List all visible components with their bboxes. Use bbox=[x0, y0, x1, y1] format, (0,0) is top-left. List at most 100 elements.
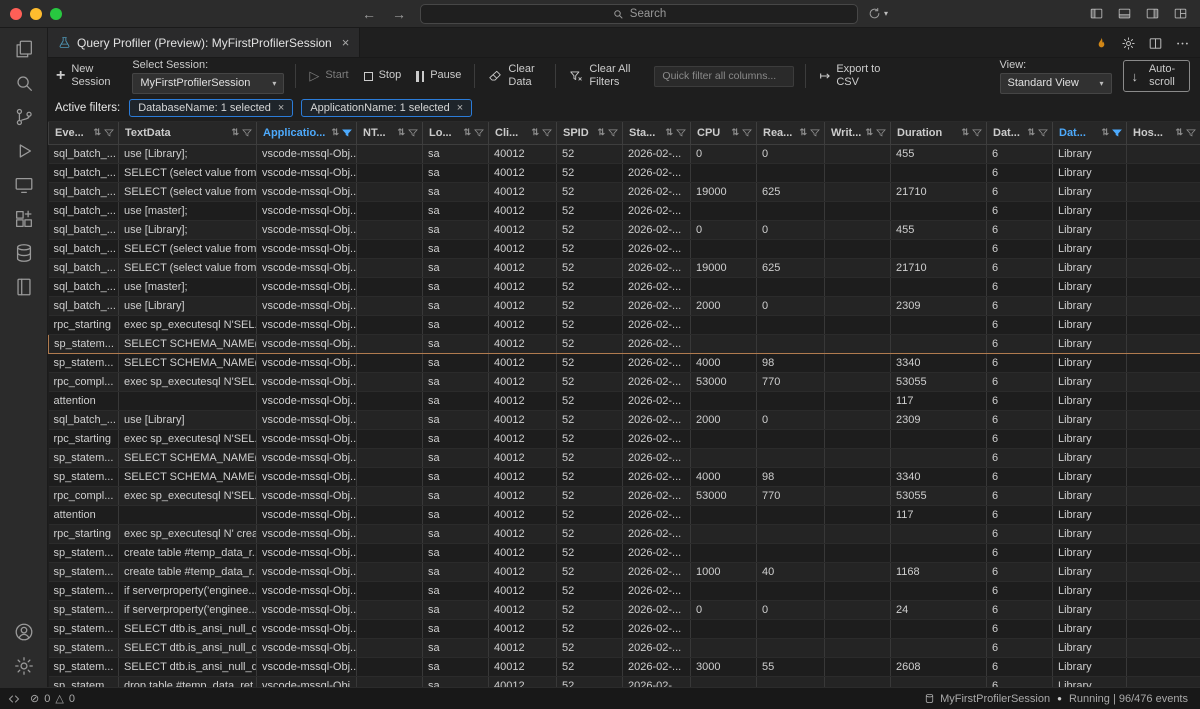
grid-cell[interactable]: sa bbox=[422, 505, 489, 525]
grid-cell[interactable]: sp_statem... bbox=[48, 543, 119, 563]
filter-icon[interactable] bbox=[810, 128, 820, 138]
grid-cell[interactable]: sa bbox=[422, 372, 489, 392]
grid-cell[interactable]: vscode-mssql-Obj... bbox=[256, 505, 357, 525]
table-row[interactable]: sp_statem... SELECT SCHEMA_NAME(t... vscod… bbox=[48, 353, 1200, 373]
grid-cell[interactable] bbox=[824, 410, 891, 430]
grid-cell[interactable]: attention bbox=[48, 505, 119, 525]
grid-cell[interactable] bbox=[690, 448, 757, 468]
grid-cell[interactable]: 52 bbox=[556, 543, 623, 563]
grid-cell[interactable] bbox=[356, 391, 423, 411]
table-row[interactable]: sp_statem... SELECT dtb.is_ansi_null_d...… bbox=[48, 657, 1200, 677]
grid-cell[interactable]: SELECT (select value from ... bbox=[118, 258, 257, 278]
table-row[interactable]: sql_batch_... use [master]; vscode-mssql-O… bbox=[48, 201, 1200, 221]
table-row[interactable]: rpc_compl... exec sp_executesql N'SEL... v… bbox=[48, 486, 1200, 506]
grid-cell[interactable]: 2026-02-... bbox=[622, 391, 691, 411]
grid-cell[interactable]: 40012 bbox=[488, 467, 557, 487]
grid-cell[interactable] bbox=[690, 333, 757, 354]
filter-icon[interactable] bbox=[242, 128, 252, 138]
grid-cell[interactable]: Library bbox=[1052, 296, 1127, 316]
table-row[interactable]: sp_statem... SELECT SCHEMA_NAME(t... vscod… bbox=[48, 448, 1200, 468]
grid-cell[interactable]: 2026-02-... bbox=[622, 410, 691, 430]
grid-cell[interactable]: vscode-mssql-Obj... bbox=[256, 333, 357, 354]
grid-cell[interactable]: 21710 bbox=[890, 182, 987, 202]
grid-cell[interactable] bbox=[690, 277, 757, 297]
grid-cell[interactable]: 6 bbox=[986, 429, 1053, 449]
grid-cell[interactable]: vscode-mssql-Obj... bbox=[256, 391, 357, 411]
grid-cell[interactable]: 2026-02-... bbox=[622, 277, 691, 297]
remove-filter-icon[interactable]: × bbox=[456, 101, 464, 114]
grid-cell[interactable] bbox=[756, 543, 825, 563]
grid-cell[interactable]: 0 bbox=[690, 600, 757, 620]
grid-cell[interactable]: 40012 bbox=[488, 562, 557, 582]
grid-cell[interactable]: vscode-mssql-Obj... bbox=[256, 372, 357, 392]
grid-cell[interactable]: sa bbox=[422, 353, 489, 373]
grid-cell[interactable]: 52 bbox=[556, 277, 623, 297]
grid-cell[interactable] bbox=[756, 505, 825, 525]
table-row[interactable]: sql_batch_... SELECT (select value from .… bbox=[48, 258, 1200, 278]
grid-cell[interactable]: vscode-mssql-Obj... bbox=[256, 429, 357, 449]
grid-cell[interactable] bbox=[356, 372, 423, 392]
column-header-duration[interactable]: Duration ⇅ bbox=[890, 122, 987, 145]
grid-cell[interactable]: exec sp_executesql N'SEL... bbox=[118, 315, 257, 335]
grid-cell[interactable]: 117 bbox=[890, 391, 987, 411]
grid-cell[interactable] bbox=[824, 353, 891, 373]
grid-cell[interactable]: 55 bbox=[756, 657, 825, 677]
grid-cell[interactable] bbox=[890, 543, 987, 563]
grid-cell[interactable]: Library bbox=[1052, 448, 1127, 468]
grid-cell[interactable]: 40012 bbox=[488, 277, 557, 297]
grid-cell[interactable]: 2026-02-... bbox=[622, 333, 691, 354]
grid-cell[interactable]: vscode-mssql-Obj... bbox=[256, 353, 357, 373]
sort-icon[interactable]: ⇅ bbox=[463, 127, 471, 138]
grid-cell[interactable]: 6 bbox=[986, 296, 1053, 316]
table-row[interactable]: attention vscode-mssql-Obj... sa 40012 52 202… bbox=[48, 391, 1200, 411]
table-row[interactable]: sp_statem... create table #temp_data_r...… bbox=[48, 562, 1200, 582]
activitybar-run-debug-icon[interactable] bbox=[0, 134, 48, 168]
grid-cell[interactable]: Library bbox=[1052, 486, 1127, 506]
grid-cell[interactable]: create table #temp_data_r... bbox=[118, 543, 257, 563]
column-header-databasename[interactable]: Dat... ⇅ bbox=[1052, 122, 1127, 145]
grid-cell[interactable]: 6 bbox=[986, 372, 1053, 392]
grid-cell[interactable] bbox=[356, 543, 423, 563]
grid-cell[interactable] bbox=[890, 315, 987, 335]
grid-cell[interactable]: 2026-02-... bbox=[622, 144, 691, 164]
grid-cell[interactable]: Library bbox=[1052, 543, 1127, 563]
grid-cell[interactable]: sp_statem... bbox=[48, 600, 119, 620]
grid-cell[interactable] bbox=[756, 333, 825, 354]
grid-cell[interactable]: 2026-02-... bbox=[622, 524, 691, 544]
sort-icon[interactable]: ⇅ bbox=[731, 127, 739, 138]
grid-cell[interactable]: 52 bbox=[556, 429, 623, 449]
table-row[interactable]: sql_batch_... use [Library]; vscode-mssql-… bbox=[48, 220, 1200, 240]
close-window-button[interactable] bbox=[10, 7, 22, 20]
grid-cell[interactable]: Library bbox=[1052, 676, 1127, 687]
grid-cell[interactable] bbox=[890, 638, 987, 658]
grid-cell[interactable] bbox=[1126, 486, 1200, 506]
grid-cell[interactable]: 52 bbox=[556, 448, 623, 468]
grid-cell[interactable]: use [Library]; bbox=[118, 220, 257, 240]
grid-cell[interactable]: Library bbox=[1052, 144, 1127, 164]
grid-cell[interactable] bbox=[756, 201, 825, 221]
grid-cell[interactable]: sql_batch_... bbox=[48, 182, 119, 202]
grid-cell[interactable] bbox=[1126, 315, 1200, 335]
grid-cell[interactable]: 2000 bbox=[690, 296, 757, 316]
grid-cell[interactable]: 40012 bbox=[488, 448, 557, 468]
grid-cell[interactable]: 6 bbox=[986, 676, 1053, 687]
grid-cell[interactable]: attention bbox=[48, 391, 119, 411]
grid-cell[interactable] bbox=[1126, 581, 1200, 601]
grid-cell[interactable]: 52 bbox=[556, 524, 623, 544]
grid-cell[interactable]: 6 bbox=[986, 581, 1053, 601]
gear-icon[interactable] bbox=[1121, 36, 1136, 51]
grid-cell[interactable]: 40 bbox=[756, 562, 825, 582]
grid-cell[interactable]: SELECT dtb.is_ansi_null_d... bbox=[118, 619, 257, 639]
sort-icon[interactable]: ⇅ bbox=[1027, 127, 1035, 138]
grid-cell[interactable]: vscode-mssql-Obj... bbox=[256, 315, 357, 335]
grid-cell[interactable]: 40012 bbox=[488, 163, 557, 183]
grid-cell[interactable] bbox=[1126, 619, 1200, 639]
clear-all-filters-button[interactable]: Clear All Filters bbox=[567, 63, 643, 89]
grid-cell[interactable] bbox=[690, 239, 757, 259]
pause-button[interactable]: Pause bbox=[414, 69, 463, 82]
grid-cell[interactable]: vscode-mssql-Obj... bbox=[256, 676, 357, 687]
clear-data-button[interactable]: Clear Data bbox=[486, 63, 544, 89]
grid-cell[interactable] bbox=[824, 258, 891, 278]
grid-cell[interactable] bbox=[1126, 467, 1200, 487]
grid-cell[interactable]: 0 bbox=[756, 410, 825, 430]
